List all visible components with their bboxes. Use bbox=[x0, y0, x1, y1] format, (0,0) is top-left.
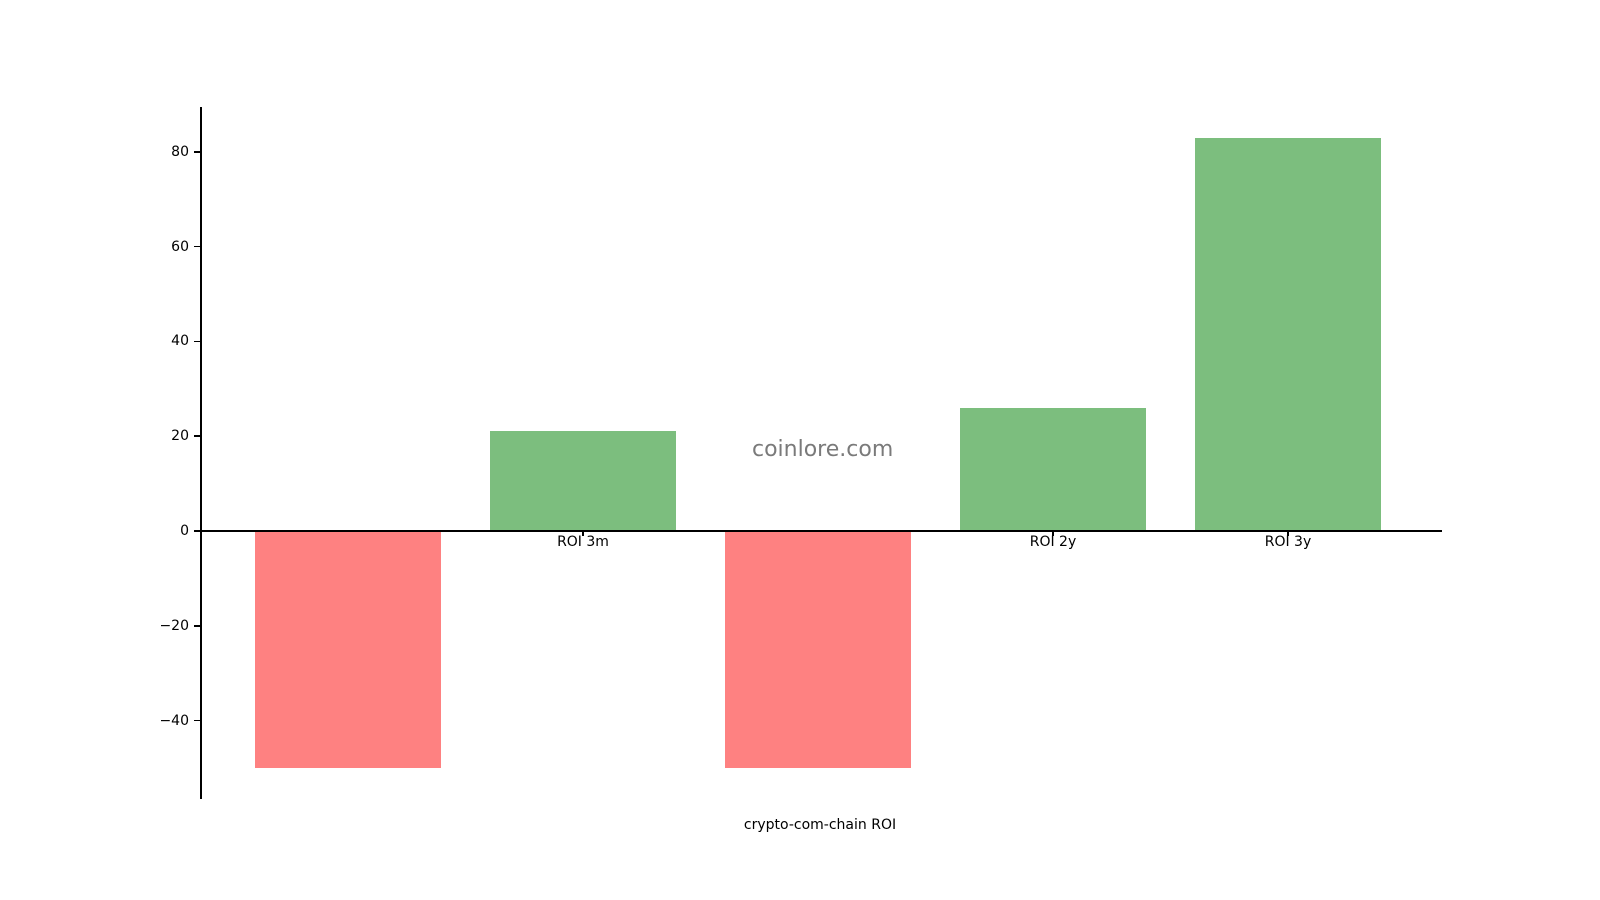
x-tick-label: ROI 3m bbox=[557, 534, 609, 550]
watermark: coinlore.com bbox=[752, 437, 894, 462]
y-tick bbox=[194, 530, 200, 532]
y-tick bbox=[194, 151, 200, 153]
x-tick bbox=[1287, 532, 1289, 536]
y-tick-label: 60 bbox=[171, 238, 189, 255]
y-tick bbox=[194, 340, 200, 343]
x-tick-label: ROI 2y bbox=[1029, 534, 1077, 550]
y-tick-label: −40 bbox=[159, 712, 189, 729]
y-tick-label: 0 bbox=[180, 523, 189, 539]
y-tick-label: 40 bbox=[171, 333, 189, 350]
y-tick bbox=[194, 719, 200, 722]
bar bbox=[960, 407, 1146, 531]
y-tick-label: 20 bbox=[171, 428, 189, 445]
bar bbox=[725, 531, 911, 768]
bar bbox=[255, 531, 441, 768]
x-tick bbox=[582, 532, 584, 536]
bar bbox=[490, 431, 676, 531]
y-tick bbox=[194, 625, 200, 627]
y-axis-line bbox=[200, 107, 202, 799]
y-tick-label: −20 bbox=[159, 617, 189, 634]
x-axis-line bbox=[200, 530, 1442, 532]
x-tick bbox=[1052, 532, 1054, 536]
bar bbox=[1195, 137, 1381, 531]
y-tick bbox=[194, 435, 200, 437]
chart-title: crypto-com-chain ROI bbox=[743, 817, 897, 833]
y-tick bbox=[194, 245, 200, 248]
y-tick-label: 80 bbox=[171, 143, 189, 160]
x-tick-label: ROI 3y bbox=[1264, 534, 1312, 550]
